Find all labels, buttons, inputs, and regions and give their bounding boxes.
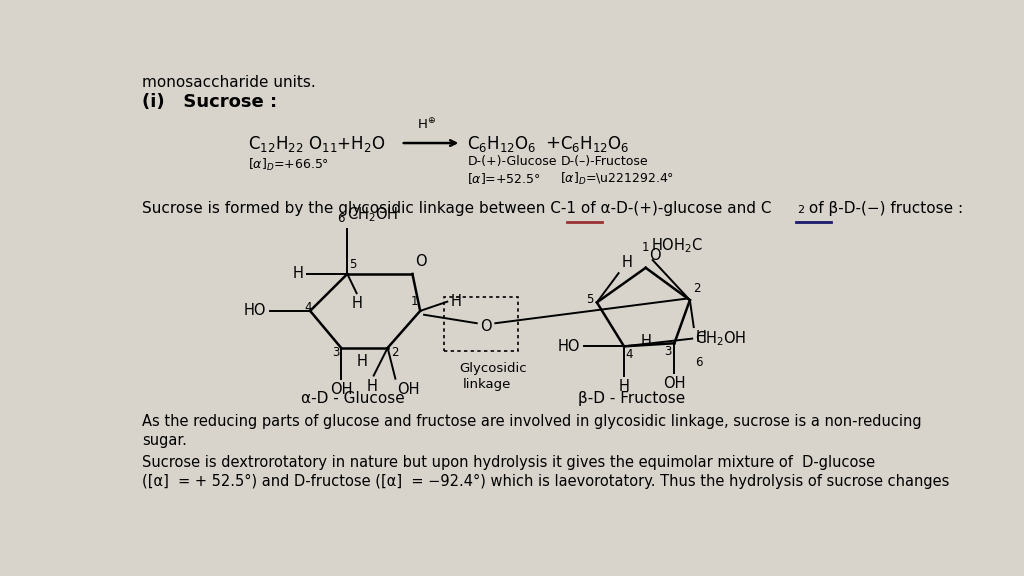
Text: O: O xyxy=(415,253,426,268)
Text: linkage: linkage xyxy=(463,378,511,391)
Text: H: H xyxy=(351,296,362,311)
Text: 2: 2 xyxy=(798,205,804,215)
Text: 6: 6 xyxy=(695,355,702,369)
Text: OH: OH xyxy=(330,382,352,397)
Text: Glycosidic: Glycosidic xyxy=(459,362,526,376)
Text: [$\alpha$]=+52.5°: [$\alpha$]=+52.5° xyxy=(467,170,542,185)
Text: C$_6$H$_{12}$O$_6$: C$_6$H$_{12}$O$_6$ xyxy=(467,134,537,154)
Text: C$_6$H$_{12}$O$_6$: C$_6$H$_{12}$O$_6$ xyxy=(560,134,630,154)
Text: H: H xyxy=(356,354,368,369)
Text: C$_{12}$H$_{22}$ O$_{11}$+H$_2$O: C$_{12}$H$_{22}$ O$_{11}$+H$_2$O xyxy=(248,134,386,154)
Text: Sucrose is formed by the glycosidic linkage between C-1 of α-D-(+)-glucose and C: Sucrose is formed by the glycosidic link… xyxy=(142,201,771,216)
Text: O: O xyxy=(480,319,492,334)
Text: Sucrose is dextrorotatory in nature but upon hydrolysis it gives the equimolar m: Sucrose is dextrorotatory in nature but … xyxy=(142,455,876,470)
Text: H: H xyxy=(451,294,461,309)
Text: sugar.: sugar. xyxy=(142,433,186,448)
Text: 5: 5 xyxy=(587,293,594,306)
Text: H: H xyxy=(367,378,378,393)
Text: CH$_2$OH: CH$_2$OH xyxy=(695,329,746,348)
Text: β-D - Fructose: β-D - Fructose xyxy=(579,391,685,406)
Text: D-(–)-Fructose: D-(–)-Fructose xyxy=(560,154,648,168)
Text: HO: HO xyxy=(244,304,266,319)
Text: HO: HO xyxy=(558,339,581,354)
Text: H: H xyxy=(292,267,303,282)
Text: 2: 2 xyxy=(391,346,398,359)
Text: (i)   Sucrose :: (i) Sucrose : xyxy=(142,93,278,111)
Text: 3: 3 xyxy=(664,345,672,358)
Text: As the reducing parts of glucose and fructose are involved in glycosidic linkage: As the reducing parts of glucose and fru… xyxy=(142,414,922,429)
Text: 1: 1 xyxy=(411,295,419,308)
Text: 2: 2 xyxy=(693,282,700,295)
Text: [$\alpha$]$_D$=\u221292.4°: [$\alpha$]$_D$=\u221292.4° xyxy=(560,170,675,187)
Text: +: + xyxy=(545,134,560,152)
Text: ([α]  = + 52.5°) and D-fructose ([α]  = −92.4°) which is laevorotatory. Thus the: ([α] = + 52.5°) and D-fructose ([α] = −9… xyxy=(142,474,949,489)
Text: H: H xyxy=(640,334,651,349)
Text: of β-D-(−) fructose :: of β-D-(−) fructose : xyxy=(804,201,963,216)
Text: 4: 4 xyxy=(626,348,633,361)
Text: 4: 4 xyxy=(304,301,311,314)
Text: monosaccharide units.: monosaccharide units. xyxy=(142,75,315,90)
Text: D-(+)-Glucose: D-(+)-Glucose xyxy=(467,154,557,168)
Text: HOH$_2$C: HOH$_2$C xyxy=(651,236,703,255)
Text: O: O xyxy=(649,248,660,263)
Text: 1: 1 xyxy=(641,241,649,254)
Text: CH$_2$OH: CH$_2$OH xyxy=(347,205,398,224)
Text: 5: 5 xyxy=(349,258,356,271)
Text: 6: 6 xyxy=(338,211,345,225)
Text: H: H xyxy=(618,378,630,393)
Text: OH: OH xyxy=(397,382,420,397)
Text: OH: OH xyxy=(664,376,686,391)
Text: 3: 3 xyxy=(332,346,340,359)
Text: α-D - Glucose: α-D - Glucose xyxy=(301,391,404,406)
Text: H: H xyxy=(695,330,707,345)
Text: H: H xyxy=(622,255,633,270)
Text: [$\alpha$]$_D$=+66.5°: [$\alpha$]$_D$=+66.5° xyxy=(248,157,330,173)
Text: H$^{\oplus}$: H$^{\oplus}$ xyxy=(417,116,436,131)
